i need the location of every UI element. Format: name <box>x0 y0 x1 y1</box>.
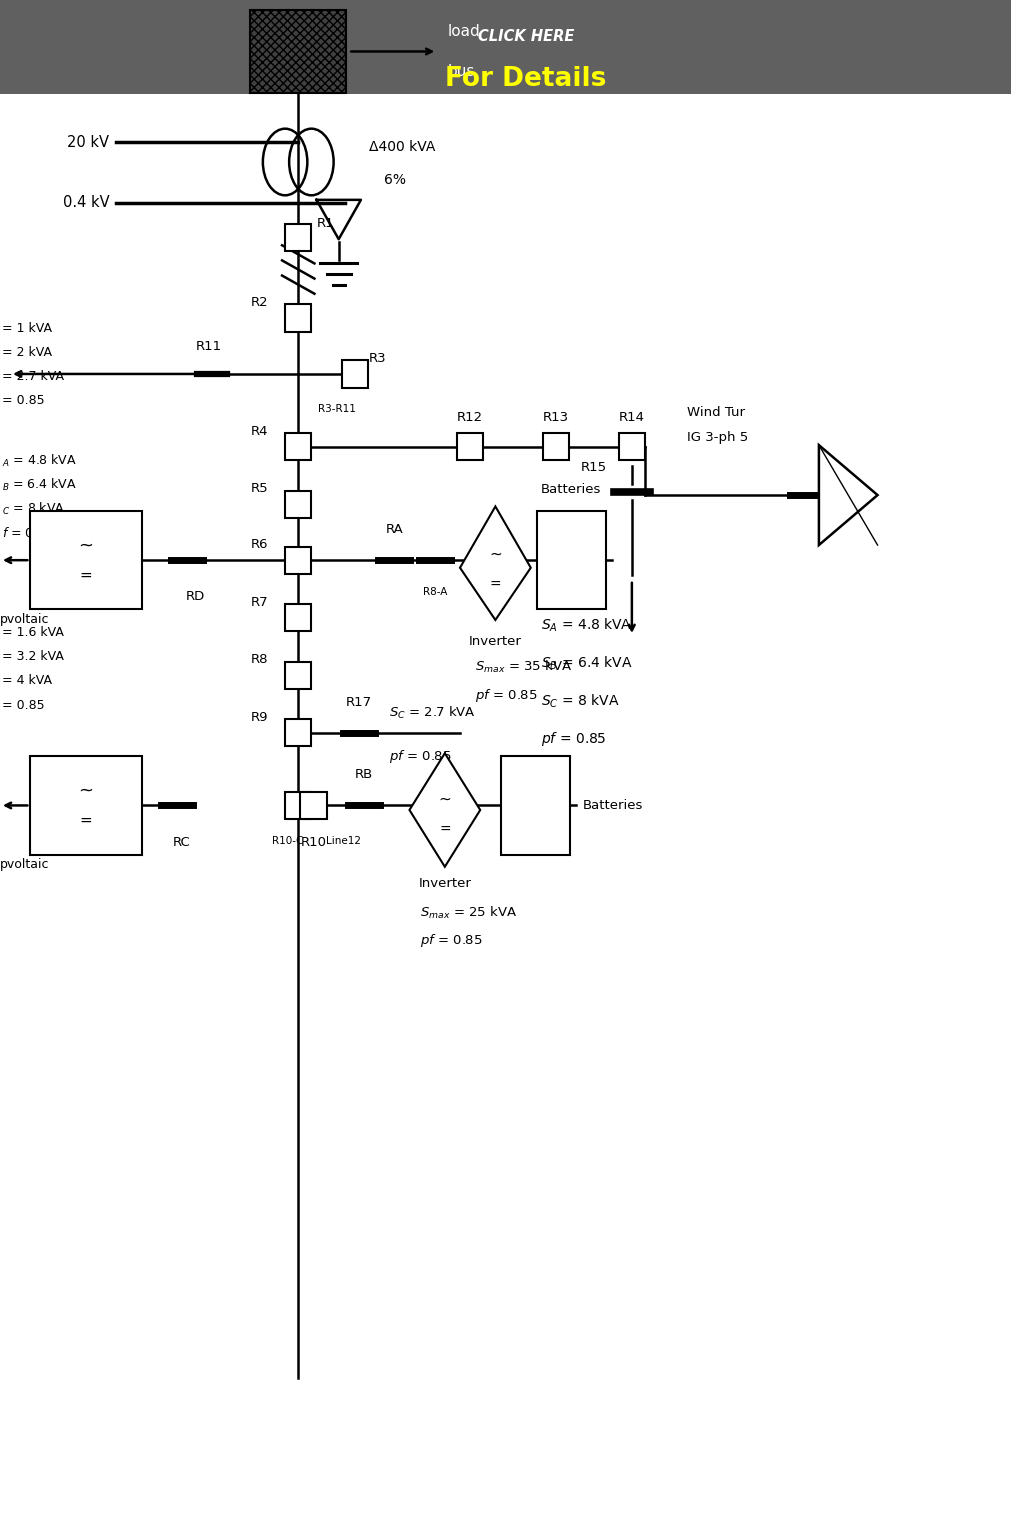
Text: For Details: For Details <box>445 65 607 92</box>
Bar <box>619 433 645 460</box>
Text: =: = <box>439 822 451 837</box>
Text: R5: R5 <box>251 481 268 495</box>
Text: pvoltaic: pvoltaic <box>0 613 50 627</box>
Text: IG 3-ph 5: IG 3-ph 5 <box>687 430 749 444</box>
Text: bus: bus <box>447 64 475 79</box>
Text: R14: R14 <box>619 410 645 424</box>
Text: Line12: Line12 <box>327 836 361 846</box>
Text: R2: R2 <box>251 295 268 309</box>
Bar <box>285 433 311 460</box>
Text: $f$ = 0.85: $f$ = 0.85 <box>2 527 54 540</box>
Text: = 1 kVA: = 1 kVA <box>2 321 52 335</box>
Bar <box>251 11 346 94</box>
Text: $S_C$ = 2.7 kVA: $S_C$ = 2.7 kVA <box>389 704 476 721</box>
Text: 6%: 6% <box>384 173 406 188</box>
Text: Batteries: Batteries <box>582 799 643 812</box>
Text: RA: RA <box>385 522 403 536</box>
Bar <box>285 662 311 689</box>
Text: Batteries: Batteries <box>541 483 602 497</box>
Text: RB: RB <box>355 768 373 781</box>
Text: =: = <box>489 577 501 592</box>
Text: R10-C: R10-C <box>272 836 304 846</box>
Bar <box>537 510 606 609</box>
Bar <box>342 360 368 388</box>
Text: R12: R12 <box>457 410 483 424</box>
Bar <box>543 433 569 460</box>
Text: RD: RD <box>185 590 205 604</box>
Bar <box>501 757 570 854</box>
Text: R8: R8 <box>251 653 268 666</box>
Text: R15: R15 <box>580 460 607 474</box>
Bar <box>285 792 311 819</box>
Bar <box>285 719 311 746</box>
Text: $S_{max}$ = 35 kVA: $S_{max}$ = 35 kVA <box>475 660 572 675</box>
Text: $pf$ = 0.85: $pf$ = 0.85 <box>389 748 452 765</box>
Text: $_C$ = 8 kVA: $_C$ = 8 kVA <box>2 501 65 518</box>
Text: = 2.7 kVA: = 2.7 kVA <box>2 369 64 383</box>
Text: $S_C$ = 8 kVA: $S_C$ = 8 kVA <box>541 692 620 710</box>
Text: load: load <box>447 24 480 39</box>
Text: R17: R17 <box>346 695 372 709</box>
Bar <box>0 0 1011 94</box>
Text: ~: ~ <box>489 547 501 562</box>
Text: R9: R9 <box>251 710 268 724</box>
Bar <box>30 510 142 609</box>
Polygon shape <box>409 752 480 866</box>
Text: = 0.85: = 0.85 <box>2 698 44 712</box>
Text: R13: R13 <box>543 410 569 424</box>
Polygon shape <box>819 445 878 545</box>
Text: = 4 kVA: = 4 kVA <box>2 674 52 687</box>
Text: R3-R11: R3-R11 <box>318 404 356 415</box>
Bar <box>30 757 142 854</box>
Text: Δ400 kVA: Δ400 kVA <box>369 139 436 154</box>
Bar <box>285 224 311 251</box>
Text: = 2 kVA: = 2 kVA <box>2 345 52 359</box>
Text: ~: ~ <box>79 781 93 799</box>
Text: = 1.6 kVA: = 1.6 kVA <box>2 625 64 639</box>
Text: $_A$ = 4.8 kVA: $_A$ = 4.8 kVA <box>2 453 77 469</box>
Polygon shape <box>460 506 531 621</box>
Text: ~: ~ <box>439 792 451 807</box>
Bar <box>285 491 311 518</box>
Text: $S_{max}$ = 25 kVA: $S_{max}$ = 25 kVA <box>420 904 517 921</box>
Text: Inverter: Inverter <box>469 636 522 648</box>
Text: pvoltaic: pvoltaic <box>0 858 50 872</box>
Bar <box>285 604 311 631</box>
Bar <box>285 547 311 574</box>
Bar <box>457 433 483 460</box>
Text: 0.4 kV: 0.4 kV <box>63 195 109 210</box>
Text: Wind Tur: Wind Tur <box>687 406 745 419</box>
Bar <box>285 304 311 332</box>
Text: ~: ~ <box>79 536 93 554</box>
Text: = 0.85: = 0.85 <box>2 394 44 407</box>
Text: R7: R7 <box>251 595 268 609</box>
Text: 20 kV: 20 kV <box>67 135 109 150</box>
Text: $pf$ = 0.85: $pf$ = 0.85 <box>541 730 607 748</box>
Text: R10: R10 <box>300 836 327 849</box>
Text: Inverter: Inverter <box>419 877 471 890</box>
Text: =: = <box>80 568 92 583</box>
Text: R1: R1 <box>316 217 334 230</box>
Text: R6: R6 <box>251 537 268 551</box>
Bar <box>300 792 327 819</box>
Text: $_B$ = 6.4 kVA: $_B$ = 6.4 kVA <box>2 477 77 494</box>
Text: R8-A: R8-A <box>423 587 447 598</box>
Text: CLICK HERE: CLICK HERE <box>477 29 574 44</box>
Text: R3: R3 <box>369 351 386 365</box>
Text: R11: R11 <box>196 339 222 353</box>
Text: $S_A$ = 4.8 kVA: $S_A$ = 4.8 kVA <box>541 616 632 634</box>
Text: $pf$ = 0.85: $pf$ = 0.85 <box>475 687 538 704</box>
Text: RC: RC <box>173 836 191 849</box>
Text: = 3.2 kVA: = 3.2 kVA <box>2 650 64 663</box>
Text: R4: R4 <box>251 424 268 438</box>
Text: =: = <box>80 813 92 828</box>
Text: $pf$ = 0.85: $pf$ = 0.85 <box>420 931 482 949</box>
Text: $S_B$ = 6.4 kVA: $S_B$ = 6.4 kVA <box>541 654 633 672</box>
